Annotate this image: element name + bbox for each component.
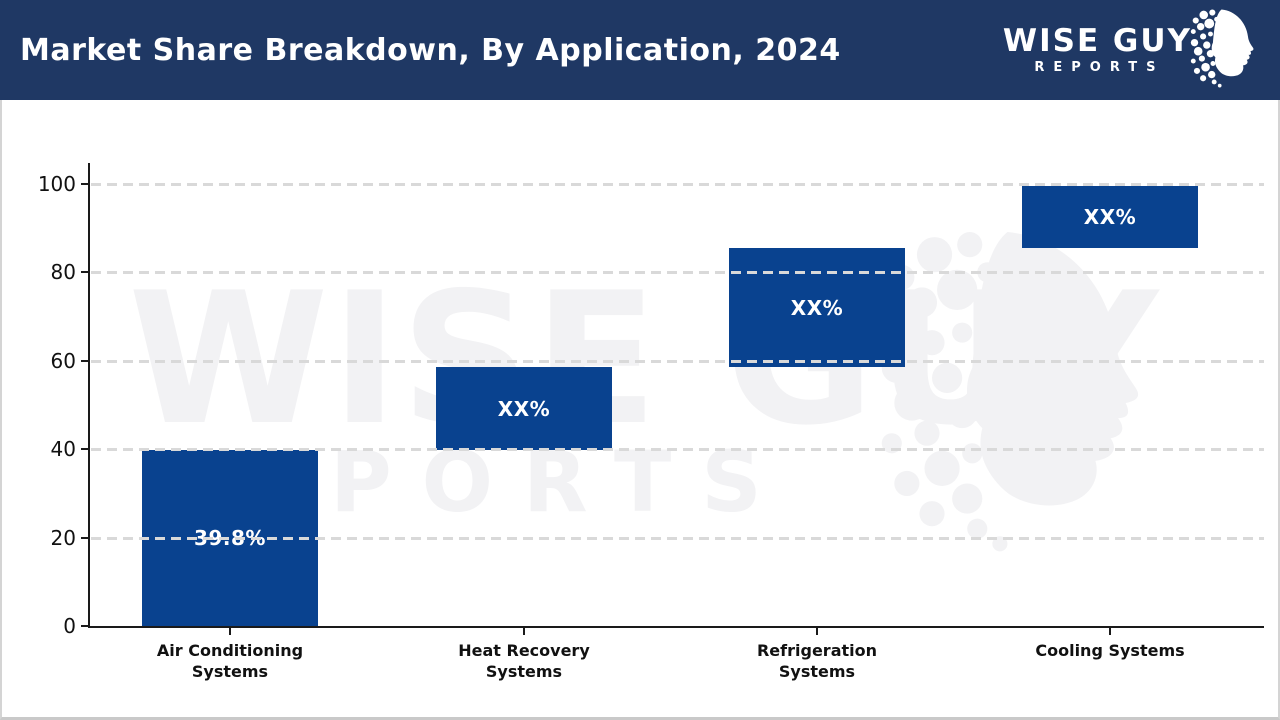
x-tick-label-1: Heat Recovery Systems — [458, 641, 590, 681]
logo-text: WISE GUY REPORTS — [1003, 25, 1192, 75]
bar-1[interactable]: XX% — [436, 367, 612, 451]
gridline-40 — [91, 448, 1264, 452]
y-tick-label-80: 80 — [50, 260, 76, 285]
x-axis-line — [88, 626, 1264, 628]
header: Market Share Breakdown, By Application, … — [0, 0, 1280, 100]
y-tick-label-100: 100 — [37, 172, 76, 196]
x-tick-label-0: Air Conditioning Systems — [156, 641, 304, 681]
y-tick-mark-0 — [81, 625, 88, 627]
wiseguy-logo: WISE GUY REPORTS — [1003, 7, 1270, 93]
x-tick-mark-1 — [523, 628, 525, 635]
gridline-20 — [91, 536, 1264, 540]
x-tick-mark-3 — [1109, 628, 1111, 635]
y-tick-label-40: 40 — [50, 437, 76, 462]
x-tick-mark-2 — [816, 628, 818, 635]
y-tick-label-20: 20 — [50, 525, 76, 550]
logo-line1: WISE GUY — [1002, 23, 1192, 60]
bar-3[interactable]: XX% — [1022, 186, 1198, 249]
y-tick-mark-60 — [81, 359, 88, 362]
gridline-80 — [91, 271, 1264, 275]
gridline-60 — [91, 359, 1264, 363]
y-tick-mark-100 — [81, 183, 88, 185]
y-tick-label-0: 0 — [63, 614, 76, 638]
y-tick-mark-20 — [81, 536, 88, 539]
bar-value-label-1: XX% — [497, 396, 551, 421]
y-tick-mark-40 — [81, 448, 88, 451]
x-tick-label-3: Cooling Systems — [1035, 641, 1185, 660]
x-tick-label-2: Refrigeration Systems — [756, 641, 877, 681]
logo-line2: REPORTS — [1034, 59, 1165, 75]
y-tick-label-60: 60 — [50, 348, 76, 373]
bar-2[interactable]: XX% — [729, 248, 905, 368]
bar-value-label-3: XX% — [1083, 205, 1137, 230]
logo-head-icon — [1178, 7, 1270, 93]
x-tick-mark-0 — [229, 628, 231, 635]
y-axis-line — [88, 163, 90, 628]
y-tick-mark-80 — [81, 271, 88, 274]
gridline-100 — [91, 183, 1264, 186]
page-title: Market Share Breakdown, By Application, … — [20, 32, 841, 68]
bar-value-label-2: XX% — [790, 295, 844, 320]
